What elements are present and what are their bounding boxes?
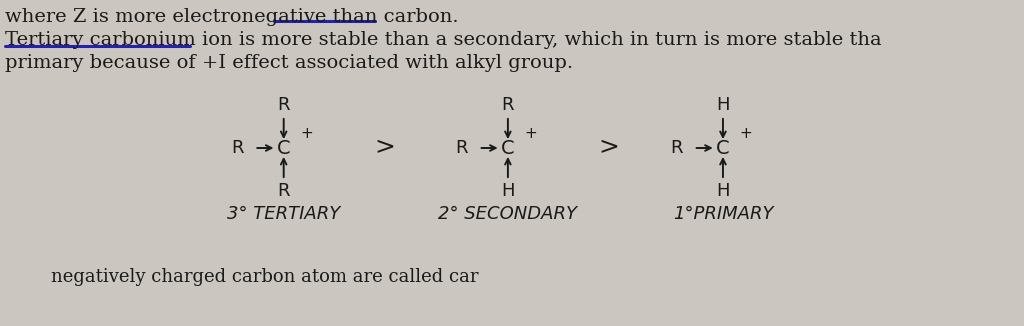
Text: C: C (276, 139, 291, 157)
Text: >: > (598, 137, 618, 159)
Text: 1°PRIMARY: 1°PRIMARY (673, 205, 773, 223)
Text: +: + (739, 126, 753, 141)
Text: C: C (716, 139, 730, 157)
Text: R: R (231, 139, 244, 157)
Text: 3° TERTIARY: 3° TERTIARY (227, 205, 340, 223)
Text: +: + (524, 126, 538, 141)
Text: H: H (716, 96, 730, 114)
Text: H: H (501, 182, 515, 200)
Text: +: + (300, 126, 313, 141)
Text: where Z is more electronegative than carbon.: where Z is more electronegative than car… (4, 8, 458, 26)
Text: primary because of +I effect associated with alkyl group.: primary because of +I effect associated … (4, 54, 572, 72)
Text: R: R (502, 96, 514, 114)
Text: H: H (716, 182, 730, 200)
Text: R: R (278, 96, 290, 114)
Text: Tertiary carbonium ion is more stable than a secondary, which in turn is more st: Tertiary carbonium ion is more stable th… (4, 31, 882, 49)
Text: >: > (374, 137, 395, 159)
Text: R: R (455, 139, 468, 157)
Text: R: R (278, 182, 290, 200)
Text: negatively charged carbon atom are called car: negatively charged carbon atom are calle… (4, 268, 478, 286)
Text: R: R (670, 139, 683, 157)
Text: C: C (501, 139, 515, 157)
Text: 2° SECONDARY: 2° SECONDARY (438, 205, 578, 223)
